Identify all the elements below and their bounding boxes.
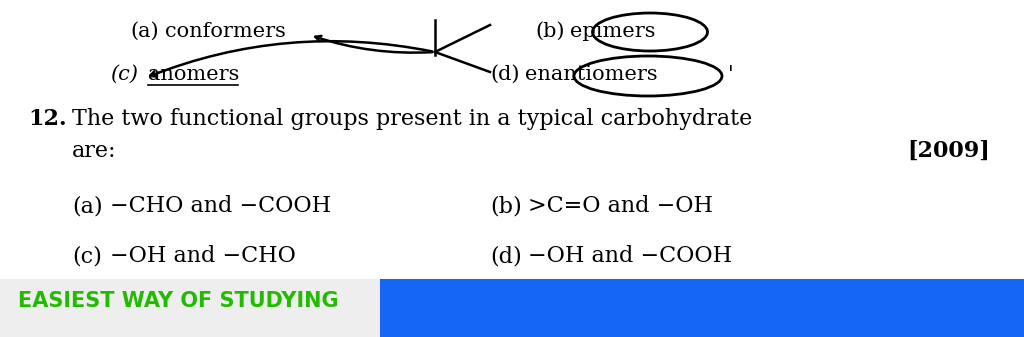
Text: (d): (d): [490, 245, 522, 267]
Text: (a): (a): [72, 195, 102, 217]
Text: ': ': [728, 65, 734, 84]
Text: conformers: conformers: [165, 22, 286, 41]
Text: (d): (d): [490, 65, 519, 84]
Text: (b): (b): [490, 195, 522, 217]
Text: >C=O and −OH: >C=O and −OH: [528, 195, 713, 217]
Text: (c): (c): [110, 65, 138, 84]
Text: (c): (c): [72, 245, 101, 267]
Text: −CHO and −COOH: −CHO and −COOH: [110, 195, 331, 217]
Text: (b): (b): [535, 22, 564, 41]
Text: [2009]: [2009]: [907, 140, 990, 162]
Text: The two functional groups present in a typical carbohydrate: The two functional groups present in a t…: [72, 108, 753, 130]
Text: anomers: anomers: [148, 65, 240, 84]
Text: EASIEST WAY OF STUDYING: EASIEST WAY OF STUDYING: [18, 291, 339, 311]
Bar: [380, 279, 1024, 337]
Text: −OH and −COOH: −OH and −COOH: [528, 245, 732, 267]
Text: 12.: 12.: [28, 108, 67, 130]
Text: epimers: epimers: [570, 22, 655, 41]
Text: enantiomers: enantiomers: [525, 65, 657, 84]
Text: are:: are:: [72, 140, 117, 162]
Text: −OH and −CHO: −OH and −CHO: [110, 245, 296, 267]
Text: (a): (a): [130, 22, 159, 41]
Bar: [0, 279, 380, 337]
